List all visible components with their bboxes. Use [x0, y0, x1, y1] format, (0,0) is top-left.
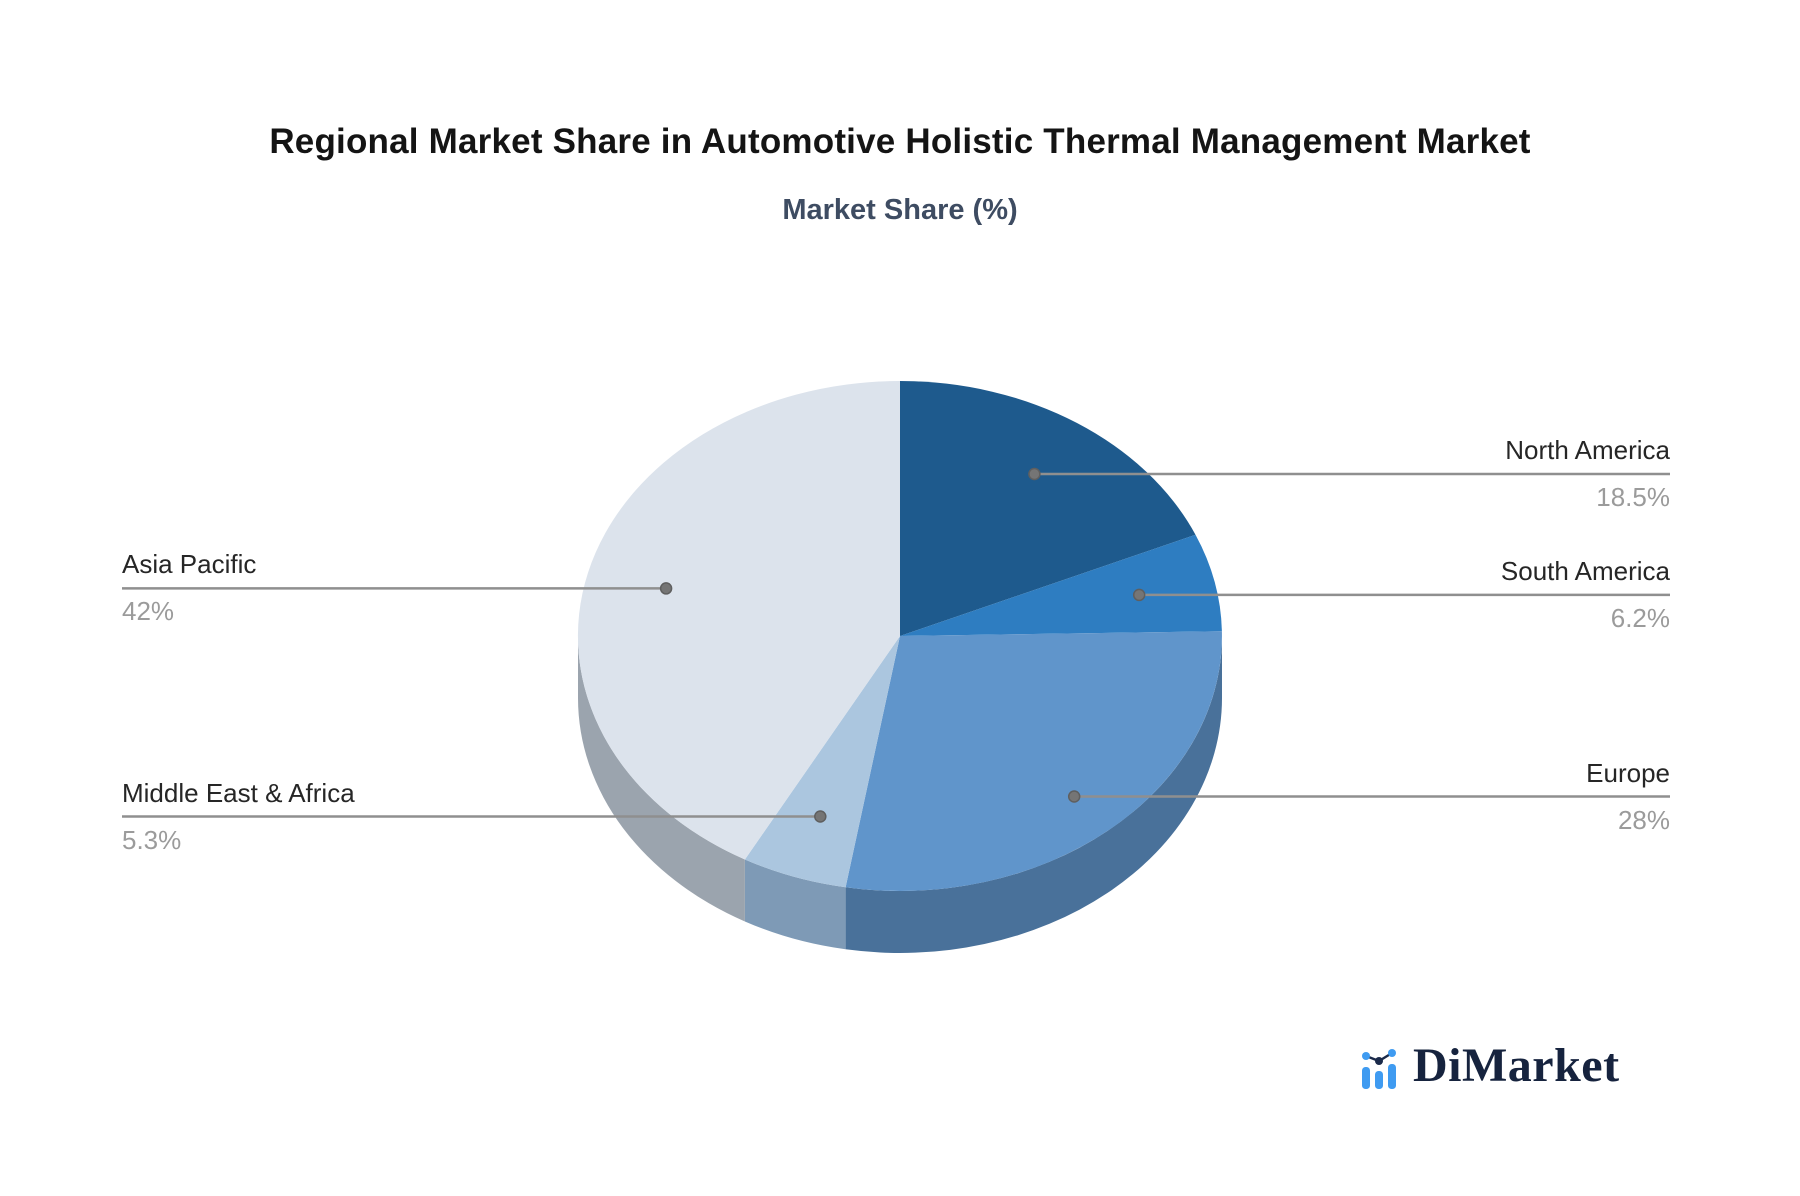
leader-dot — [1132, 588, 1146, 602]
leader-dot — [659, 582, 673, 595]
slice-side-Middle East & Africa — [744, 859, 846, 950]
chart-title: Regional Market Share in Automotive Holi… — [269, 122, 1531, 161]
chart-subtitle: Market Share (%) — [782, 194, 1018, 226]
pie-3d-sides — [577, 636, 1222, 953]
leader-dot — [1028, 467, 1041, 481]
leader-lines — [122, 467, 1670, 823]
bar-chart-icon — [1362, 1049, 1396, 1089]
slice-North America[interactable] — [900, 381, 1196, 636]
slice-side-Europe — [845, 636, 1222, 953]
brand-logo-text: DiMarket — [1413, 1039, 1620, 1092]
brand-logo: DiMarket — [1360, 1042, 1620, 1090]
pie-slices — [577, 381, 1222, 891]
slice-South America[interactable] — [900, 534, 1222, 636]
slice-side-Asia Pacific — [577, 636, 745, 922]
slice-Asia Pacific[interactable] — [577, 381, 900, 860]
leader-dot — [814, 810, 827, 823]
slice-Middle East & Africa[interactable] — [744, 636, 900, 888]
slice-Europe[interactable] — [845, 631, 1222, 891]
leader-dot — [1067, 790, 1081, 803]
